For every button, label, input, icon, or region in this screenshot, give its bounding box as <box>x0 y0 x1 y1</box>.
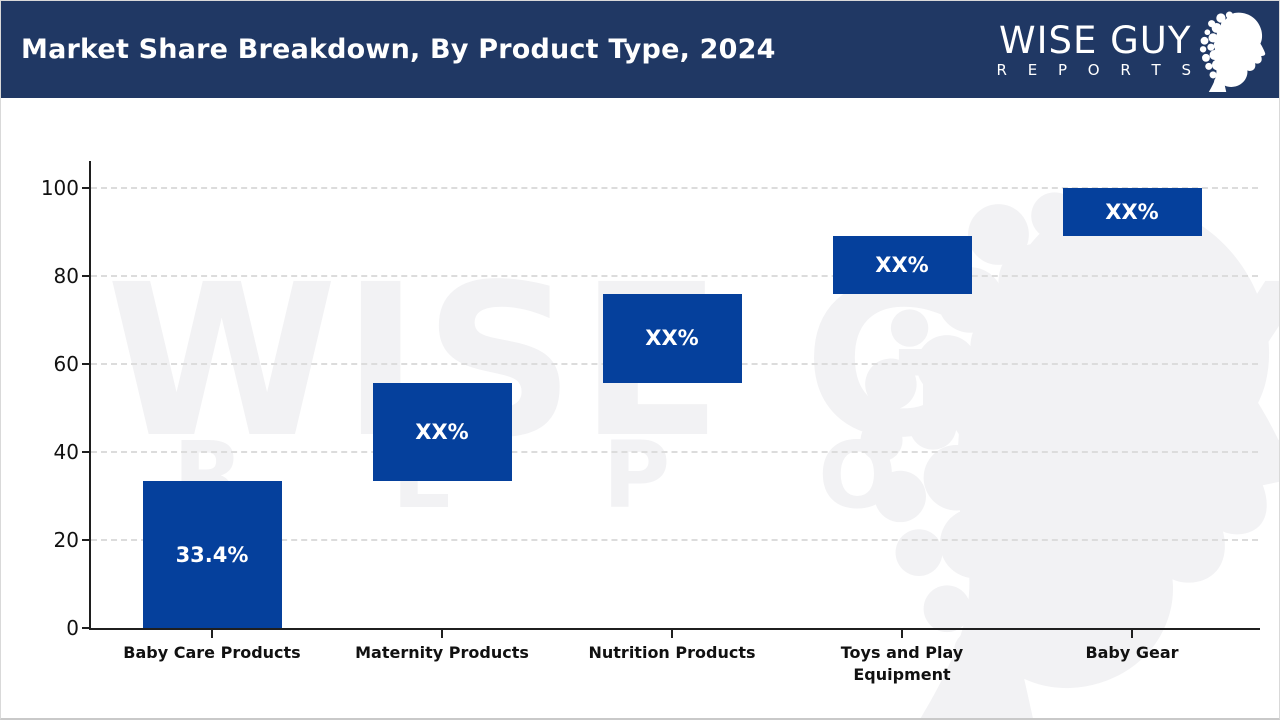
bar-segment: XX% <box>372 382 512 482</box>
bar-segment: XX% <box>1062 188 1202 236</box>
category-label: Baby Gear <box>1085 643 1179 662</box>
brand-wordmark: WISE GUY R E P O R T S <box>992 22 1199 78</box>
bar-segment: XX% <box>832 235 972 295</box>
x-tick-mark <box>441 630 443 638</box>
y-tick-label: 80 <box>53 264 79 288</box>
gridline <box>91 451 1258 453</box>
y-tick-mark <box>82 539 91 541</box>
y-tick-label: 100 <box>40 176 79 200</box>
x-tick-mark <box>901 630 903 638</box>
x-tick-mark <box>1131 630 1133 638</box>
brand-name: WISE GUY <box>999 19 1192 62</box>
bar-value-label: XX% <box>1105 199 1159 224</box>
x-axis <box>89 628 1260 630</box>
x-tick-mark <box>211 630 213 638</box>
bar-segment: XX% <box>602 294 742 383</box>
y-axis <box>89 161 91 630</box>
bar-segment: 33.4% <box>142 481 282 628</box>
category-label: Toys and Play Equipment <box>840 643 964 685</box>
y-tick-label: 60 <box>53 352 79 376</box>
y-tick-mark <box>82 451 91 453</box>
y-tick-mark <box>82 187 91 189</box>
y-tick-label: 40 <box>53 440 79 464</box>
bar-value-label: XX% <box>645 326 699 351</box>
x-tick-mark <box>671 630 673 638</box>
page-title: Market Share Breakdown, By Product Type,… <box>21 34 776 65</box>
brand-subtitle: R E P O R T S <box>996 61 1199 79</box>
y-tick-mark <box>82 627 91 629</box>
y-tick-label: 20 <box>53 528 79 552</box>
category-label: Baby Care Products <box>123 643 301 662</box>
gridline <box>91 275 1258 277</box>
gridline <box>91 539 1258 541</box>
brand-logo: WISE GUY R E P O R T S <box>992 8 1271 92</box>
category-label: Maternity Products <box>355 643 529 662</box>
bar-value-label: XX% <box>875 252 929 277</box>
y-tick-mark <box>82 363 91 365</box>
brand-head-icon <box>1195 8 1271 92</box>
y-tick-mark <box>82 275 91 277</box>
bar-value-label: XX% <box>415 419 469 444</box>
bar-value-label: 33.4% <box>175 542 249 567</box>
category-label: Nutrition Products <box>588 643 756 662</box>
y-tick-label: 0 <box>66 616 79 640</box>
header: Market Share Breakdown, By Product Type,… <box>1 1 1279 98</box>
gridline <box>91 187 1258 189</box>
